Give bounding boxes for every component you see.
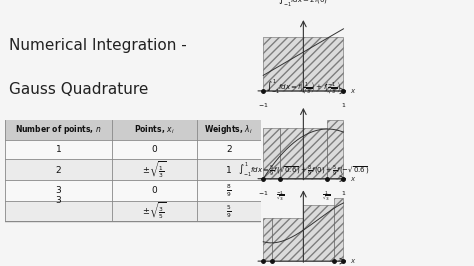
Bar [303, 205, 335, 261]
Bar [263, 218, 272, 261]
Text: Gauss Quadrature: Gauss Quadrature [9, 82, 149, 97]
FancyBboxPatch shape [5, 181, 261, 201]
Text: $x$: $x$ [350, 175, 356, 183]
FancyBboxPatch shape [5, 140, 261, 159]
Text: $1$: $1$ [341, 101, 346, 109]
Text: 0: 0 [152, 145, 157, 154]
Text: Weights, $\lambda_i$: Weights, $\lambda_i$ [204, 123, 253, 136]
Text: $\pm\sqrt{\frac{3}{5}}$: $\pm\sqrt{\frac{3}{5}}$ [142, 201, 166, 222]
Text: Numerical Integration -: Numerical Integration - [9, 38, 187, 53]
FancyBboxPatch shape [5, 160, 261, 180]
Text: 3: 3 [55, 186, 61, 195]
Text: Points, $x_i$: Points, $x_i$ [134, 123, 175, 136]
Text: 1: 1 [55, 145, 61, 154]
Bar [280, 128, 327, 179]
Bar [272, 218, 303, 261]
Bar [335, 197, 344, 261]
Text: 2: 2 [55, 166, 61, 175]
Text: 0: 0 [152, 186, 157, 195]
Bar [263, 128, 280, 179]
Text: $1$: $1$ [341, 189, 346, 197]
Text: $-1$: $-1$ [258, 101, 269, 109]
Text: $x$: $x$ [350, 87, 356, 95]
Text: 1: 1 [226, 166, 232, 175]
FancyBboxPatch shape [5, 120, 261, 140]
Text: $\pm\sqrt{\frac{1}{3}}$: $\pm\sqrt{\frac{1}{3}}$ [142, 160, 166, 181]
Bar [303, 36, 344, 91]
Text: 3: 3 [55, 196, 61, 205]
Text: $\int_{-1}^{1}fdx=\frac{5}{9}f(\sqrt{0.6})+\frac{8}{9}f(0)+\frac{5}{9}f(-\sqrt{0: $\int_{-1}^{1}fdx=\frac{5}{9}f(\sqrt{0.6… [238, 160, 369, 179]
Text: $\int_{-1}^{1}fdx=f\!\left(\frac{1}{\sqrt{3}}\right)+f\!\left(\frac{-1}{\sqrt{3}: $\int_{-1}^{1}fdx=f\!\left(\frac{1}{\sqr… [266, 77, 341, 97]
Bar [263, 36, 303, 91]
Text: $\frac{5}{9}$: $\frac{5}{9}$ [226, 203, 232, 220]
Text: $x$: $x$ [350, 257, 356, 265]
FancyBboxPatch shape [5, 202, 261, 221]
Bar [327, 120, 344, 179]
Text: $-1$: $-1$ [258, 189, 269, 197]
Text: $\int_{-1}^{1}fdx=2f(0)$: $\int_{-1}^{1}fdx=2f(0)$ [278, 0, 328, 9]
Text: 2: 2 [226, 145, 231, 154]
Text: $\frac{1}{\sqrt{3}}$: $\frac{1}{\sqrt{3}}$ [322, 189, 331, 202]
Text: $\frac{8}{9}$: $\frac{8}{9}$ [226, 183, 232, 199]
Text: $\frac{-1}{\sqrt{3}}$: $\frac{-1}{\sqrt{3}}$ [276, 189, 284, 202]
Text: Number of points, $n$: Number of points, $n$ [15, 123, 102, 136]
